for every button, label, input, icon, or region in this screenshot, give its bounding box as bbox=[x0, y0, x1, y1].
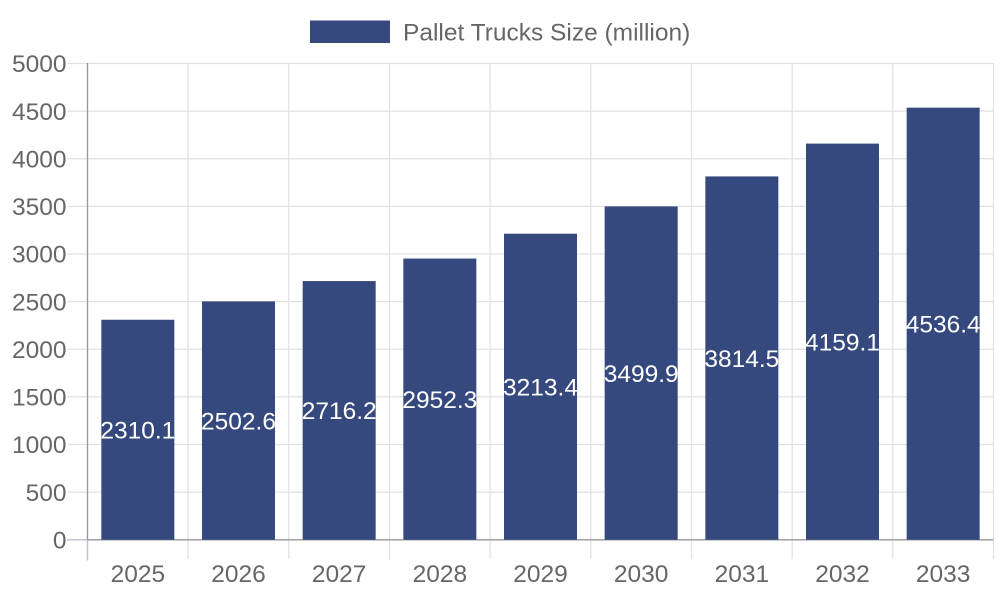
svg-text:2028: 2028 bbox=[413, 561, 468, 588]
svg-text:4159.1: 4159.1 bbox=[805, 329, 880, 356]
svg-text:2027: 2027 bbox=[312, 561, 367, 588]
svg-text:2032: 2032 bbox=[815, 561, 870, 588]
svg-text:2029: 2029 bbox=[513, 561, 568, 588]
svg-text:3000: 3000 bbox=[12, 242, 67, 269]
svg-text:2716.2: 2716.2 bbox=[302, 398, 377, 425]
svg-text:3499.9: 3499.9 bbox=[604, 361, 679, 388]
svg-text:2025: 2025 bbox=[111, 561, 166, 588]
svg-text:2500: 2500 bbox=[12, 289, 67, 316]
svg-text:4000: 4000 bbox=[12, 146, 67, 173]
svg-text:4536.4: 4536.4 bbox=[906, 311, 981, 338]
svg-text:5000: 5000 bbox=[12, 51, 67, 78]
svg-text:4500: 4500 bbox=[12, 99, 67, 126]
svg-text:3500: 3500 bbox=[12, 194, 67, 221]
svg-text:1500: 1500 bbox=[12, 385, 67, 412]
svg-text:3814.5: 3814.5 bbox=[704, 346, 779, 373]
svg-text:2033: 2033 bbox=[916, 561, 971, 588]
svg-text:500: 500 bbox=[26, 480, 67, 507]
svg-text:0: 0 bbox=[53, 528, 67, 555]
svg-text:2952.3: 2952.3 bbox=[402, 387, 477, 414]
svg-text:2031: 2031 bbox=[715, 561, 770, 588]
svg-text:2502.6: 2502.6 bbox=[201, 408, 276, 435]
svg-text:2030: 2030 bbox=[614, 561, 669, 588]
svg-text:2026: 2026 bbox=[211, 561, 266, 588]
svg-text:Pallet Trucks Size (million): Pallet Trucks Size (million) bbox=[403, 20, 690, 47]
svg-text:3213.4: 3213.4 bbox=[503, 374, 578, 401]
svg-text:2000: 2000 bbox=[12, 337, 67, 364]
svg-text:1000: 1000 bbox=[12, 432, 67, 459]
svg-text:2310.1: 2310.1 bbox=[100, 417, 175, 444]
